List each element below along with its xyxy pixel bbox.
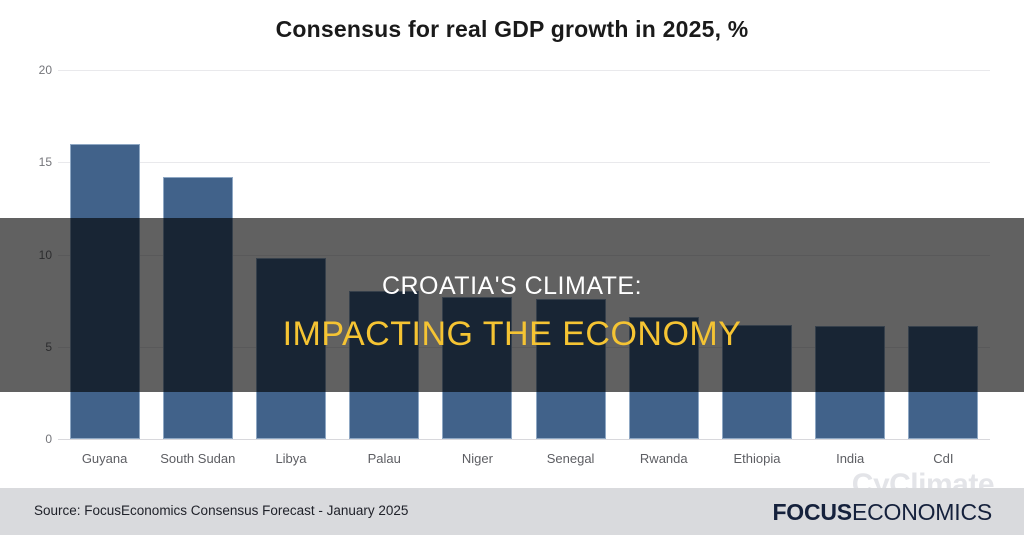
gridline xyxy=(58,70,990,71)
x-axis-tick-label: Niger xyxy=(461,451,493,466)
overlay-headline-line1: CROATIA'S CLIMATE: xyxy=(381,272,643,300)
footer-bar: Source: FocusEconomics Consensus Forecas… xyxy=(0,488,1024,535)
chart-title: Consensus for real GDP growth in 2025, % xyxy=(275,16,749,42)
brand-focus: FOCUS xyxy=(772,499,852,525)
x-axis-tick-label: Rwanda xyxy=(639,451,688,466)
source-note: Source: FocusEconomics Consensus Forecas… xyxy=(34,503,409,518)
x-axis-tick-label: Palau xyxy=(367,451,401,466)
x-axis-tick-label: Libya xyxy=(275,451,307,466)
brand-economics: ECONOMICS xyxy=(851,499,992,525)
bar xyxy=(349,291,420,439)
focuseconomics-logo: FOCUSECONOMICS xyxy=(772,499,992,526)
y-axis-tick-label: 10 xyxy=(38,247,52,262)
bar xyxy=(162,177,233,439)
y-axis-tick-label: 0 xyxy=(45,432,52,446)
chart-card: Consensus for real GDP growth in 2025, %… xyxy=(38,16,990,466)
y-axis-tick-label: 15 xyxy=(38,155,52,170)
gridline xyxy=(58,439,990,440)
plot-area xyxy=(58,70,990,440)
x-axis-tick-label: CdI xyxy=(933,451,954,466)
x-axis-tick-label: India xyxy=(836,451,865,466)
y-axis-tick-label: 20 xyxy=(38,63,52,77)
x-axis-tick-label: Senegal xyxy=(546,451,595,466)
x-axis-tick-label: Guyana xyxy=(81,451,128,466)
overlay-headline-line2: IMPACTING THE ECONOMY xyxy=(282,315,742,353)
x-axis-tick-label: Ethiopia xyxy=(733,451,781,466)
x-axis-tick-label: South Sudan xyxy=(160,451,236,466)
gridline xyxy=(58,162,990,164)
